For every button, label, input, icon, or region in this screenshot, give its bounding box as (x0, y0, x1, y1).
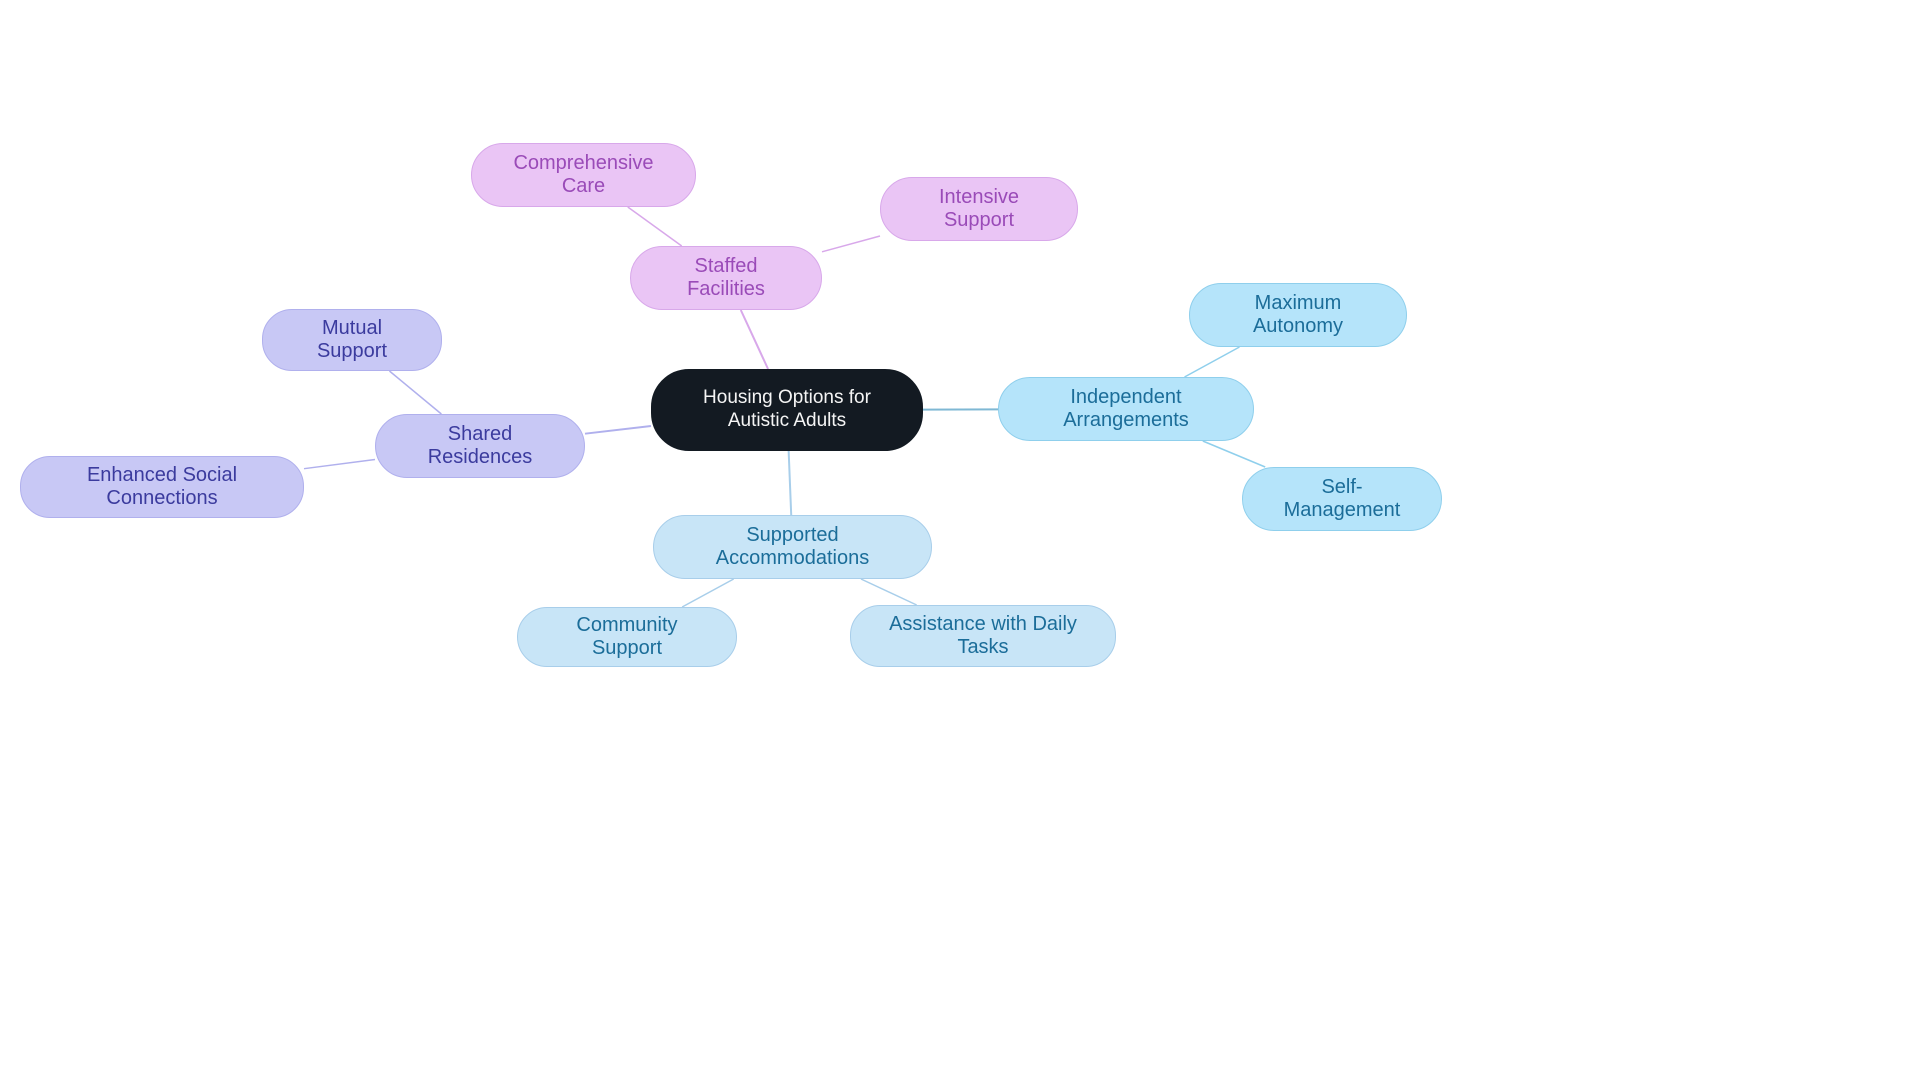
edge (682, 579, 733, 607)
node-label: Self-Management (1267, 476, 1417, 522)
edge (628, 207, 682, 246)
node-staffed: Staffed Facilities (630, 246, 822, 310)
node-label: Assistance with Daily Tasks (875, 613, 1091, 659)
node-label: Comprehensive Care (496, 152, 671, 198)
node-autonomy: Maximum Autonomy (1189, 283, 1407, 347)
node-label: Supported Accommodations (678, 524, 907, 570)
node-comprehensive: Comprehensive Care (471, 143, 696, 207)
node-mutual: Mutual Support (262, 309, 442, 371)
node-label: Independent Arrangements (1023, 386, 1229, 432)
node-label: Enhanced Social Connections (45, 464, 279, 510)
edge (1203, 441, 1265, 467)
edge (741, 310, 768, 369)
node-intensive: Intensive Support (880, 177, 1078, 241)
edge (389, 371, 441, 414)
edge (789, 451, 792, 515)
node-community: Community Support (517, 607, 737, 667)
node-label: Staffed Facilities (655, 255, 797, 301)
node-root: Housing Options for Autistic Adults (651, 369, 923, 451)
edge (585, 426, 651, 434)
node-daily: Assistance with Daily Tasks (850, 605, 1116, 667)
edge (1185, 347, 1240, 377)
node-label: Housing Options for Autistic Adults (676, 387, 898, 433)
node-label: Mutual Support (287, 317, 417, 363)
edge (822, 236, 880, 252)
node-independent: Independent Arrangements (998, 377, 1254, 441)
node-label: Shared Residences (400, 423, 560, 469)
node-label: Intensive Support (905, 186, 1053, 232)
node-social: Enhanced Social Connections (20, 456, 304, 518)
edge (861, 579, 917, 605)
node-label: Community Support (542, 614, 712, 660)
node-selfmgmt: Self-Management (1242, 467, 1442, 531)
node-shared: Shared Residences (375, 414, 585, 478)
edge (304, 460, 375, 469)
node-supported: Supported Accommodations (653, 515, 932, 579)
edges-layer (0, 0, 1920, 1083)
node-label: Maximum Autonomy (1214, 292, 1382, 338)
